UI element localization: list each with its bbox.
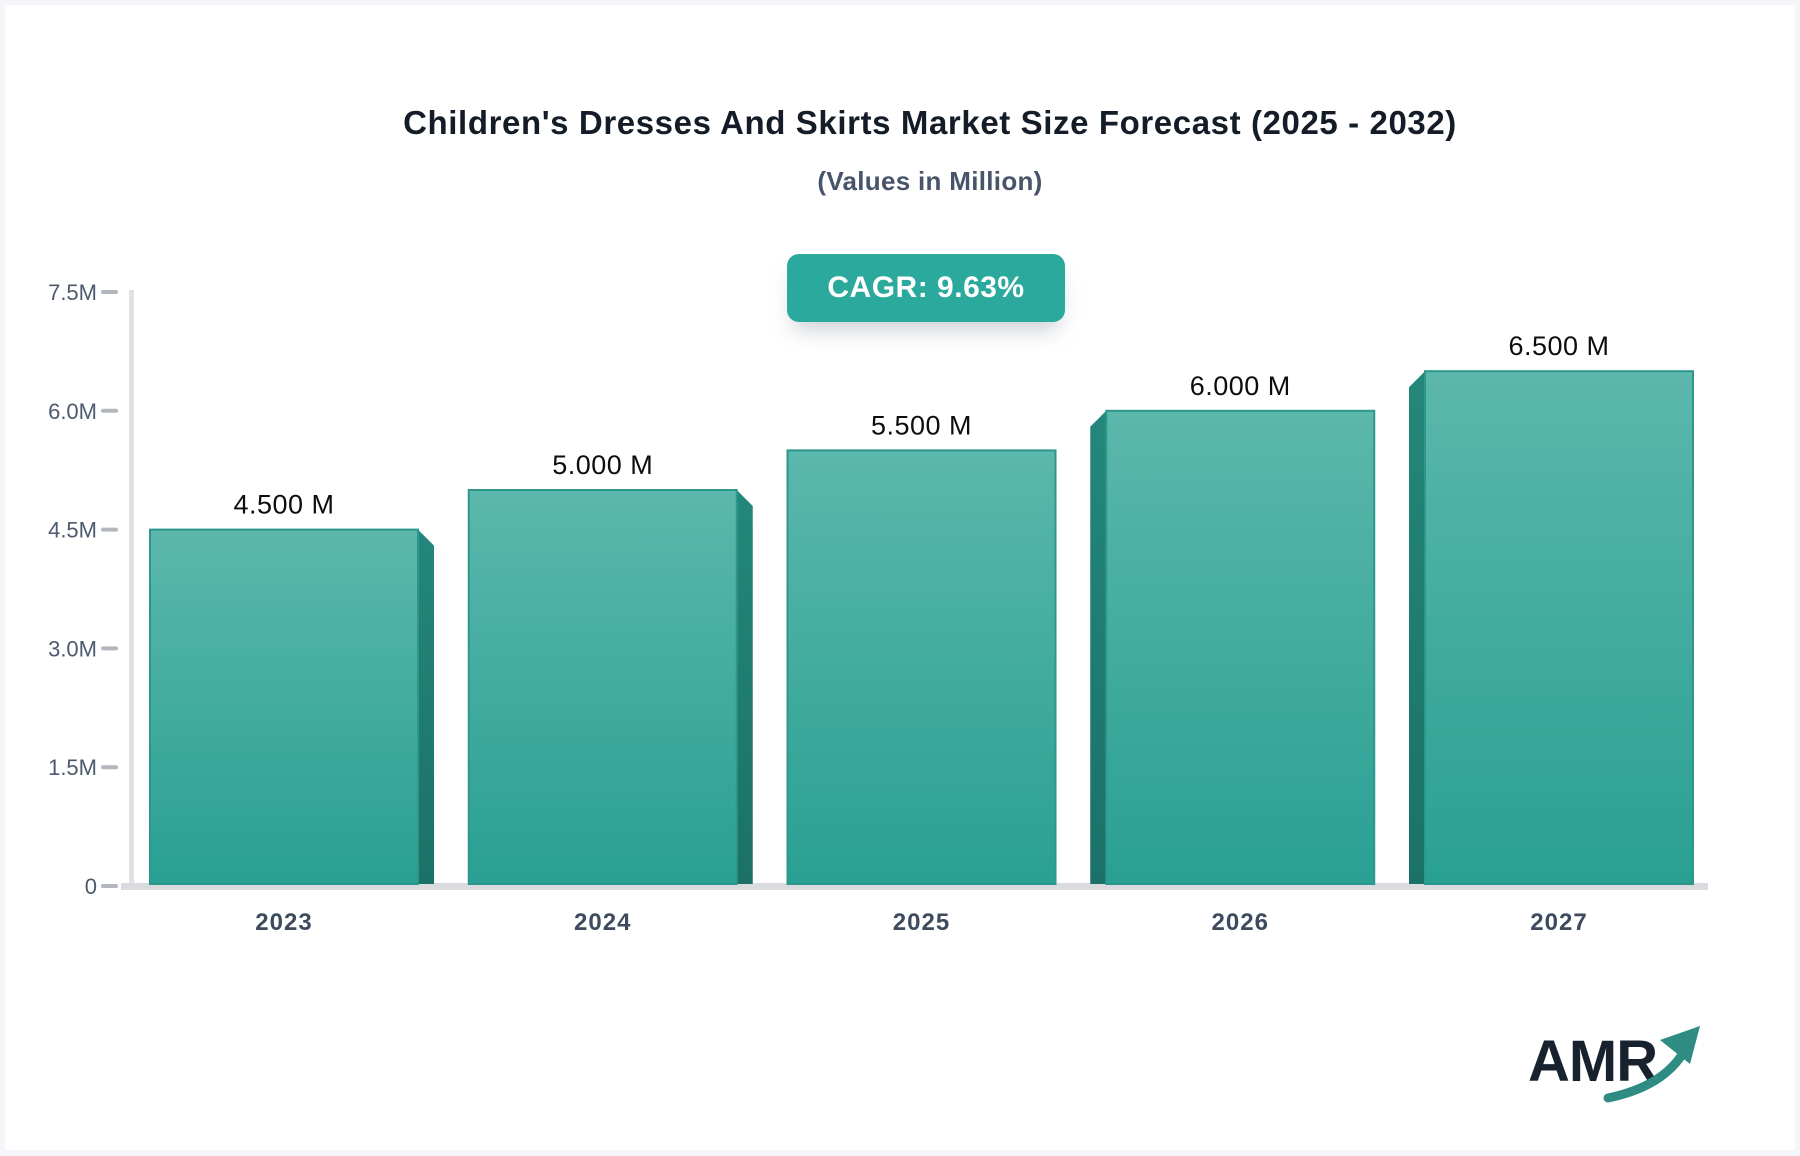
x-tick-label: 2027 xyxy=(1530,909,1587,936)
chart-title: Children's Dresses And Skirts Market Siz… xyxy=(403,104,1457,141)
y-axis-line xyxy=(129,290,134,885)
bar-side-face xyxy=(736,490,753,884)
y-tick-dash xyxy=(101,884,118,888)
bar-front-face xyxy=(1424,370,1694,885)
bar-side-face xyxy=(418,529,434,884)
y-tick-dash xyxy=(101,646,118,651)
amr-logo-text: AMR xyxy=(1528,1029,1658,1094)
y-tick-label: 4.5M xyxy=(48,518,97,543)
bar-side-face xyxy=(1090,410,1107,884)
bar-2027[interactable] xyxy=(1409,370,1694,885)
bar-2026[interactable] xyxy=(1090,409,1376,885)
bar-value-label: 6.500 M xyxy=(1508,331,1609,361)
y-tick-dash xyxy=(101,408,118,413)
x-tick-label: 2024 xyxy=(574,909,631,936)
bar-2025[interactable] xyxy=(786,449,1057,885)
y-tick-label: 6.0M xyxy=(48,399,97,424)
bar-2023[interactable] xyxy=(149,528,434,885)
bar-front-face xyxy=(1105,409,1376,885)
bar-front-face xyxy=(786,449,1057,885)
y-tick-dash xyxy=(101,527,118,532)
y-tick-label: 1.5M xyxy=(48,755,97,780)
y-tick-label: 3.0M xyxy=(48,636,97,661)
bar-front-face xyxy=(149,528,419,885)
bars-layer xyxy=(149,370,1694,885)
x-tick-label: 2025 xyxy=(893,909,950,936)
bar-value-label: 6.000 M xyxy=(1190,371,1291,401)
y-tick-dash xyxy=(101,765,118,770)
y-tick-dash xyxy=(101,290,118,294)
x-tick-label: 2026 xyxy=(1212,909,1269,936)
bar-side-face xyxy=(1409,371,1425,884)
y-tick-label: 0 xyxy=(85,874,97,899)
cagr-badge: CAGR: 9.63% xyxy=(787,254,1065,322)
x-axis-baseline xyxy=(121,883,1708,890)
bar-value-label: 5.000 M xyxy=(552,450,653,480)
bar-2024[interactable] xyxy=(467,489,753,885)
chart-subtitle: (Values in Million) xyxy=(817,166,1043,196)
bar-front-face xyxy=(467,489,738,885)
labels-layer: 4.500 M 2023 5.000 M 2024 5.500 M 2025 6.000 M… xyxy=(233,331,1609,936)
axis-layer: 0 1.5M 3.0M 4.5M 6.0M 7.5M xyxy=(48,280,1708,899)
amr-logo: AMR xyxy=(1528,1026,1718,1118)
bar-value-label: 5.500 M xyxy=(871,410,972,440)
x-tick-label: 2023 xyxy=(255,909,312,936)
y-tick-label: 7.5M xyxy=(48,280,97,305)
bar-value-label: 4.500 M xyxy=(233,490,334,520)
growth-arrow-icon xyxy=(1603,1026,1700,1103)
